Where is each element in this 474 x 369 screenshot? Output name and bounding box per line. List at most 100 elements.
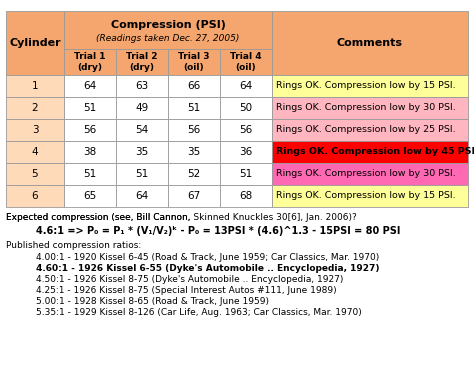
Bar [168,49,220,75]
Bar [168,141,220,163]
Text: Expected compression (see, Bill Cannon, Skinned Knuckles 30[6], Jan. 2006)?: Expected compression (see, Bill Cannon, … [6,213,357,222]
Bar [220,163,272,185]
Text: Expected compression (see, Bill Cannon,: Expected compression (see, Bill Cannon, [6,213,193,222]
Text: 6: 6 [32,191,38,201]
Bar [64,185,116,207]
Text: 3: 3 [32,125,38,135]
Text: 52: 52 [187,169,201,179]
Bar [220,141,272,163]
Bar [272,97,468,119]
Text: 51: 51 [239,169,253,179]
Bar [272,141,468,163]
Text: 64: 64 [136,191,149,201]
Text: 4.50:1 - 1926 Kissel 8-75 (Dyke's Automobile .. Encyclopedia, 1927): 4.50:1 - 1926 Kissel 8-75 (Dyke's Automo… [36,275,343,284]
Text: 35: 35 [136,147,149,157]
Text: Rings OK. Compression low by 15 PSI.: Rings OK. Compression low by 15 PSI. [276,192,456,200]
Text: 36: 36 [239,147,253,157]
Bar [6,141,64,163]
Text: Trial 3: Trial 3 [178,52,210,61]
Text: (oil): (oil) [236,63,256,72]
Text: 1: 1 [32,81,38,91]
Bar [6,163,64,185]
Bar [116,49,168,75]
Text: 68: 68 [239,191,253,201]
Text: 51: 51 [83,103,97,113]
Text: 56: 56 [187,125,201,135]
Text: 51: 51 [83,169,97,179]
Text: 4.00:1 - 1920 Kissel 6-45 (Road & Track, June 1959; Car Classics, Mar. 1970): 4.00:1 - 1920 Kissel 6-45 (Road & Track,… [36,253,379,262]
Bar [168,163,220,185]
Text: 2: 2 [32,103,38,113]
Bar [220,97,272,119]
Text: 54: 54 [136,125,149,135]
Text: Rings OK. Compression low by 15 PSI.: Rings OK. Compression low by 15 PSI. [276,82,456,90]
Text: Trial 1: Trial 1 [74,52,106,61]
Text: 51: 51 [136,169,149,179]
Text: Compression (PSI): Compression (PSI) [110,20,226,30]
Text: (Readings taken Dec. 27, 2005): (Readings taken Dec. 27, 2005) [96,34,240,43]
Bar [220,119,272,141]
Bar [116,141,168,163]
Text: (oil): (oil) [184,63,204,72]
Text: (dry): (dry) [129,63,155,72]
Text: Rings OK. Compression low by 30 PSI.: Rings OK. Compression low by 30 PSI. [276,169,456,179]
Bar [168,97,220,119]
Text: 66: 66 [187,81,201,91]
Bar [6,185,64,207]
Bar [220,75,272,97]
Bar [6,75,64,97]
Text: 4: 4 [32,147,38,157]
Bar [272,185,468,207]
Text: Trial 4: Trial 4 [230,52,262,61]
Bar [272,119,468,141]
Text: 67: 67 [187,191,201,201]
Bar [168,119,220,141]
Text: Comments: Comments [337,38,403,48]
Bar [220,185,272,207]
Bar [272,11,468,75]
Bar [220,49,272,75]
Text: 63: 63 [136,81,149,91]
Text: 49: 49 [136,103,149,113]
Text: (dry): (dry) [78,63,102,72]
Text: 51: 51 [187,103,201,113]
Text: Cylinder: Cylinder [9,38,61,48]
Text: 56: 56 [83,125,97,135]
Bar [272,163,468,185]
Text: 56: 56 [239,125,253,135]
Bar [64,11,272,49]
Text: Rings OK. Compression low by 30 PSI.: Rings OK. Compression low by 30 PSI. [276,103,456,113]
Text: 64: 64 [239,81,253,91]
Bar [64,119,116,141]
Text: Published compression ratios:: Published compression ratios: [6,241,141,250]
Text: Rings OK. Compression low by 25 PSI.: Rings OK. Compression low by 25 PSI. [276,125,456,134]
Bar [116,75,168,97]
Text: Trial 2: Trial 2 [126,52,158,61]
Bar [64,163,116,185]
Bar [64,97,116,119]
Bar [168,75,220,97]
Text: 5: 5 [32,169,38,179]
Text: 5.00:1 - 1928 Kissel 8-65 (Road & Track, June 1959): 5.00:1 - 1928 Kissel 8-65 (Road & Track,… [36,297,269,306]
Bar [168,185,220,207]
Bar [116,119,168,141]
Bar [116,163,168,185]
Bar [116,97,168,119]
Bar [272,75,468,97]
Text: 65: 65 [83,191,97,201]
Bar [64,49,116,75]
Bar [64,141,116,163]
Bar [6,119,64,141]
Text: 35: 35 [187,147,201,157]
Bar [64,75,116,97]
Text: 64: 64 [83,81,97,91]
Text: Rings OK. Compression low by 45 PSI!: Rings OK. Compression low by 45 PSI! [276,148,474,156]
Text: 5.35:1 - 1929 Kissel 8-126 (Car Life, Aug. 1963; Car Classics, Mar. 1970): 5.35:1 - 1929 Kissel 8-126 (Car Life, Au… [36,308,362,317]
Text: 4.25:1 - 1926 Kissel 8-75 (Special Interest Autos #111, June 1989): 4.25:1 - 1926 Kissel 8-75 (Special Inter… [36,286,337,295]
Bar [116,185,168,207]
Bar [6,97,64,119]
Text: 50: 50 [239,103,253,113]
Text: 38: 38 [83,147,97,157]
Text: 4.60:1 - 1926 Kissel 6-55 (Dyke's Automobile .. Encyclopedia, 1927): 4.60:1 - 1926 Kissel 6-55 (Dyke's Automo… [36,264,380,273]
Text: 4.6:1 => P₀ = P₁ * (V₁/V₂)ᵏ - P₀ = 13PSI * (4.6)^1.3 - 15PSI = 80 PSI: 4.6:1 => P₀ = P₁ * (V₁/V₂)ᵏ - P₀ = 13PSI… [36,226,401,236]
